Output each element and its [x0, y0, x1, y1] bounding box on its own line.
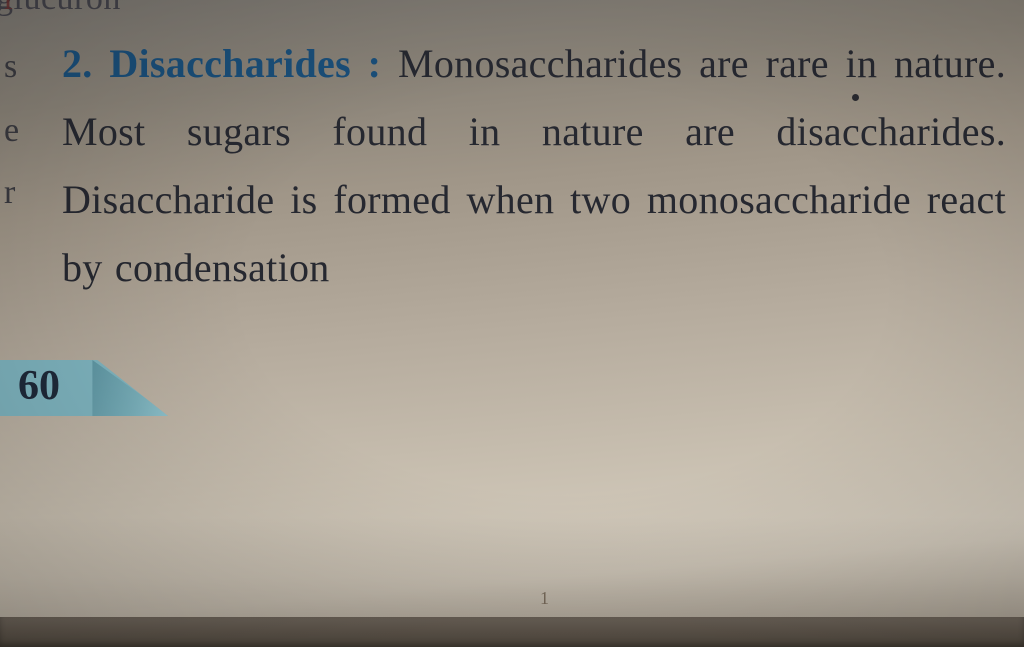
footer-mark: 1: [540, 588, 549, 609]
section-paragraph: 2. Disaccharides : Monosaccharides are r…: [62, 30, 1006, 302]
margin-letter-r1: r: [0, 0, 52, 16]
section-colon: :: [351, 41, 398, 86]
page-number-badge: 60: [0, 360, 168, 420]
main-content: 2. Disaccharides : Monosaccharides are r…: [62, 30, 1006, 302]
textbook-page: glucuron r s e r 2. Disaccharides : Mono…: [0, 0, 1024, 647]
left-margin-letters: r s e r: [0, 0, 52, 380]
margin-letter-r2: r: [0, 176, 52, 210]
margin-letter-s: s: [0, 50, 52, 84]
ink-dot: [852, 94, 859, 101]
table-surface-edge: [0, 617, 1024, 647]
page-number-text: 60: [18, 362, 60, 410]
section-title: Disaccharides: [109, 41, 351, 86]
page-edge-shadow: [0, 517, 1024, 617]
margin-letter-e: e: [0, 114, 52, 148]
section-number: 2.: [62, 41, 93, 86]
